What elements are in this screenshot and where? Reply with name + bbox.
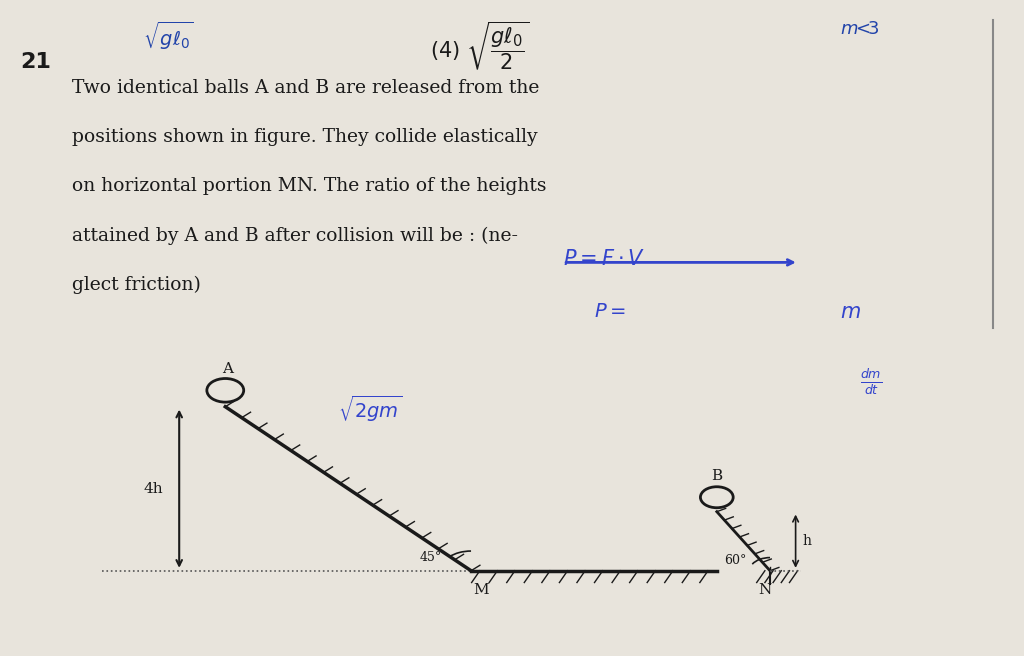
Text: A: A bbox=[222, 361, 232, 376]
Text: 45°: 45° bbox=[420, 551, 442, 564]
Text: $m\!\!<\!\!3$: $m\!\!<\!\!3$ bbox=[840, 20, 880, 37]
Text: $P =$: $P =$ bbox=[594, 302, 626, 321]
Text: $P = F \cdot V$: $P = F \cdot V$ bbox=[563, 249, 646, 269]
Text: $\frac{dm}{dt}$: $\frac{dm}{dt}$ bbox=[860, 367, 883, 397]
Text: on horizontal portion MN. The ratio of the heights: on horizontal portion MN. The ratio of t… bbox=[72, 177, 546, 195]
Text: M: M bbox=[473, 583, 489, 597]
Text: 60°: 60° bbox=[724, 554, 746, 567]
Text: glect friction): glect friction) bbox=[72, 276, 201, 294]
Text: N: N bbox=[758, 583, 771, 597]
Text: h: h bbox=[803, 534, 812, 548]
Text: B: B bbox=[712, 469, 722, 483]
Text: attained by A and B after collision will be : (ne-: attained by A and B after collision will… bbox=[72, 226, 518, 245]
Text: $\sqrt{g\ell_0}$: $\sqrt{g\ell_0}$ bbox=[143, 20, 195, 52]
Text: 21: 21 bbox=[20, 52, 51, 72]
Text: positions shown in figure. They collide elastically: positions shown in figure. They collide … bbox=[72, 128, 538, 146]
Text: 4h: 4h bbox=[143, 482, 164, 496]
Text: $\sqrt{2gm}$: $\sqrt{2gm}$ bbox=[338, 394, 402, 424]
Text: $m$: $m$ bbox=[840, 302, 860, 321]
Text: $(4)\ \sqrt{\dfrac{g\ell_0}{2}}$: $(4)\ \sqrt{\dfrac{g\ell_0}{2}}$ bbox=[430, 20, 529, 72]
Text: Two identical balls A and B are released from the: Two identical balls A and B are released… bbox=[72, 79, 539, 96]
